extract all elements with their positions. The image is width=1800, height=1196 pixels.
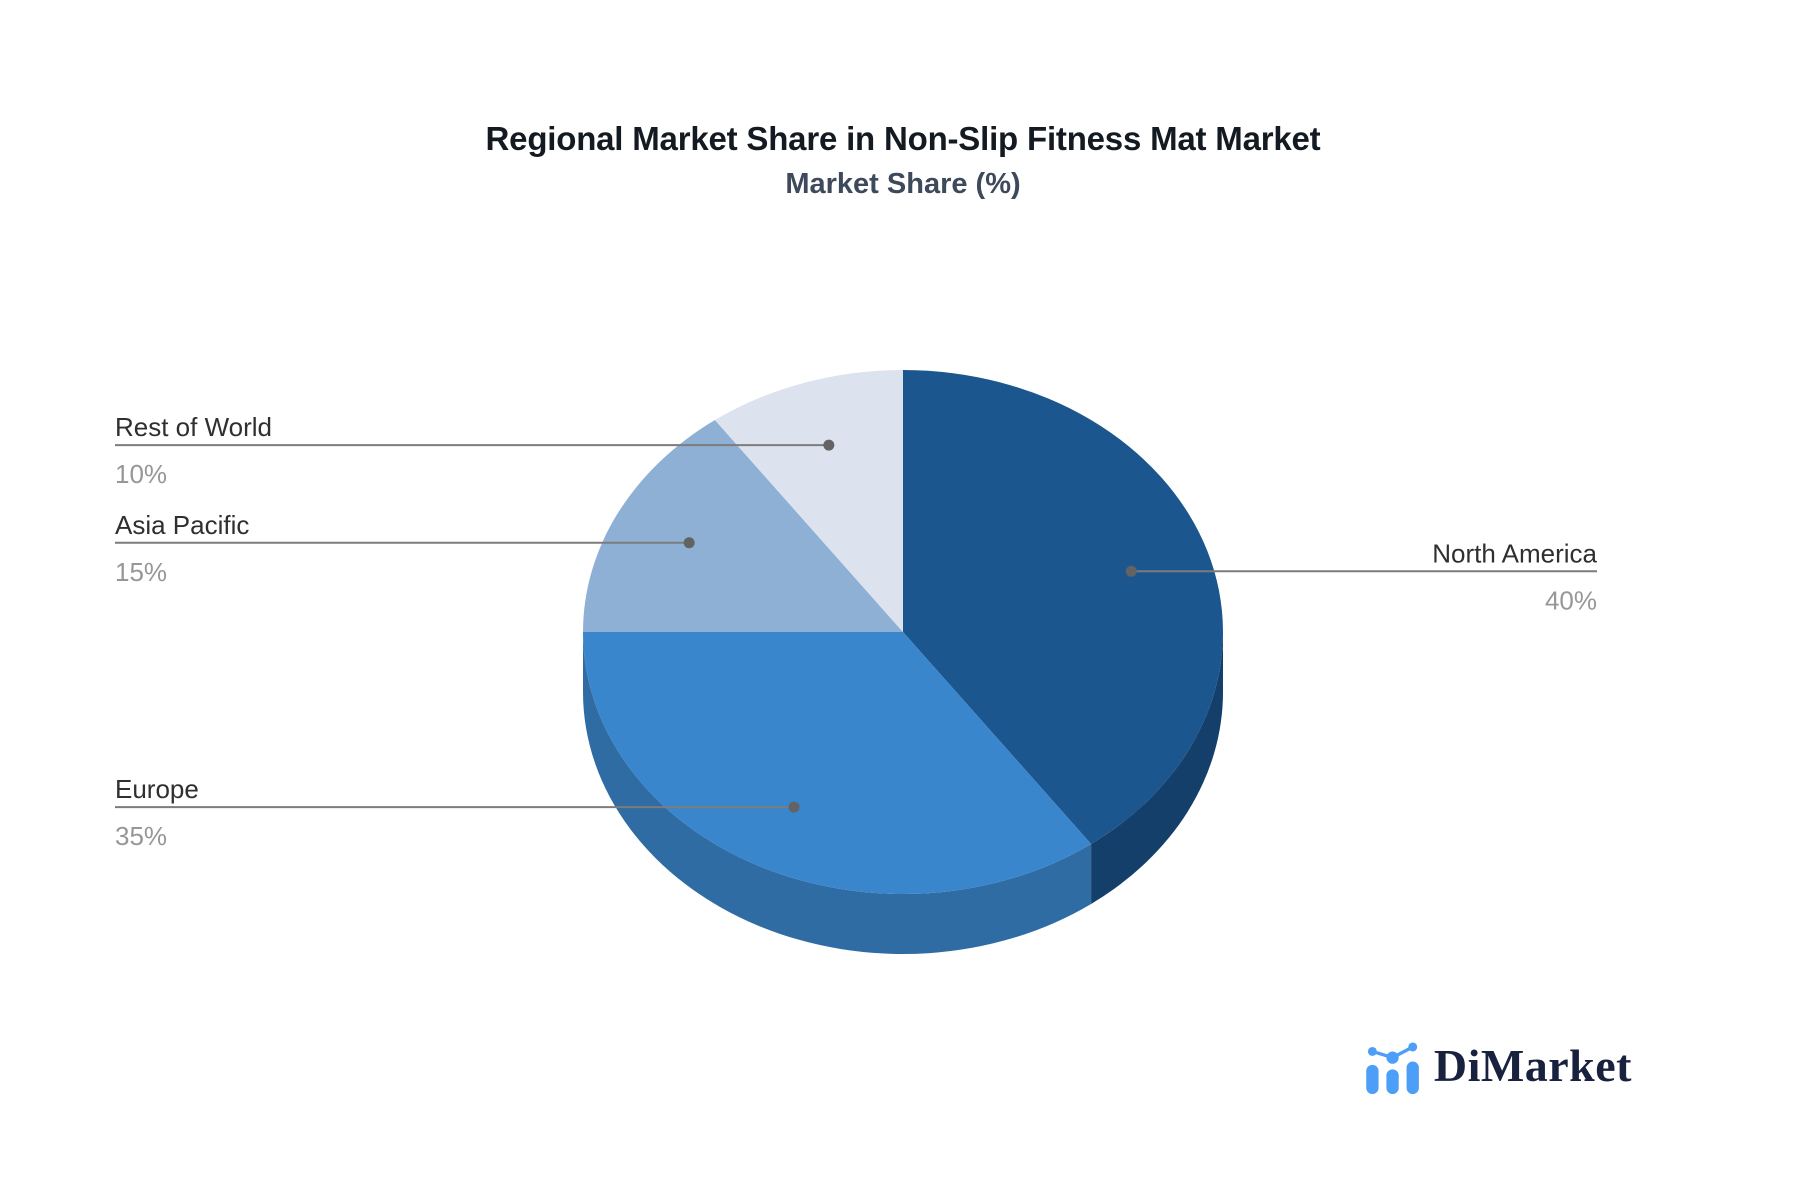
callout-label-rest-of-world: Rest of World	[115, 412, 272, 442]
pie-slice-asia-pacific	[583, 420, 903, 632]
brand-name: DiMarket	[1433, 1040, 1632, 1091]
callout-value-asia-pacific: 15%	[115, 557, 167, 587]
callout-value-rest-of-world: 10%	[115, 459, 167, 489]
callout-dot-north-america	[1125, 565, 1137, 577]
brand-icon-dot	[1408, 1042, 1418, 1052]
brand-icon-dot	[1367, 1046, 1377, 1056]
pie-slice-europe	[583, 632, 1092, 894]
callout-label-europe: Europe	[115, 774, 199, 804]
pie-side-europe	[583, 632, 1092, 955]
callout-label-north-america: North America	[1432, 538, 1597, 568]
brand-logo: DiMarket	[1363, 1038, 1632, 1094]
callout-value-north-america: 40%	[1545, 585, 1597, 615]
callout-dot-asia-pacific	[683, 537, 695, 549]
callout-dot-europe	[788, 801, 800, 813]
pie-slice-north-america	[903, 370, 1223, 844]
brand-icon-bar	[1406, 1061, 1419, 1094]
callout-dot-rest-of-world	[823, 439, 835, 451]
pie-side-north-america	[1091, 632, 1223, 904]
pie-slice-rest-of-world	[714, 370, 903, 632]
callout-value-europe: 35%	[115, 821, 167, 851]
brand-icon-dot	[1386, 1051, 1399, 1064]
chart-title: Regional Market Share in Non-Slip Fitnes…	[485, 120, 1321, 157]
brand-icon-bar	[1386, 1069, 1399, 1094]
chart-subtitle: Market Share (%)	[785, 168, 1021, 200]
callout-label-asia-pacific: Asia Pacific	[115, 510, 249, 540]
brand-icon-bar	[1366, 1064, 1379, 1094]
brand-chart-icon	[1366, 1042, 1419, 1094]
